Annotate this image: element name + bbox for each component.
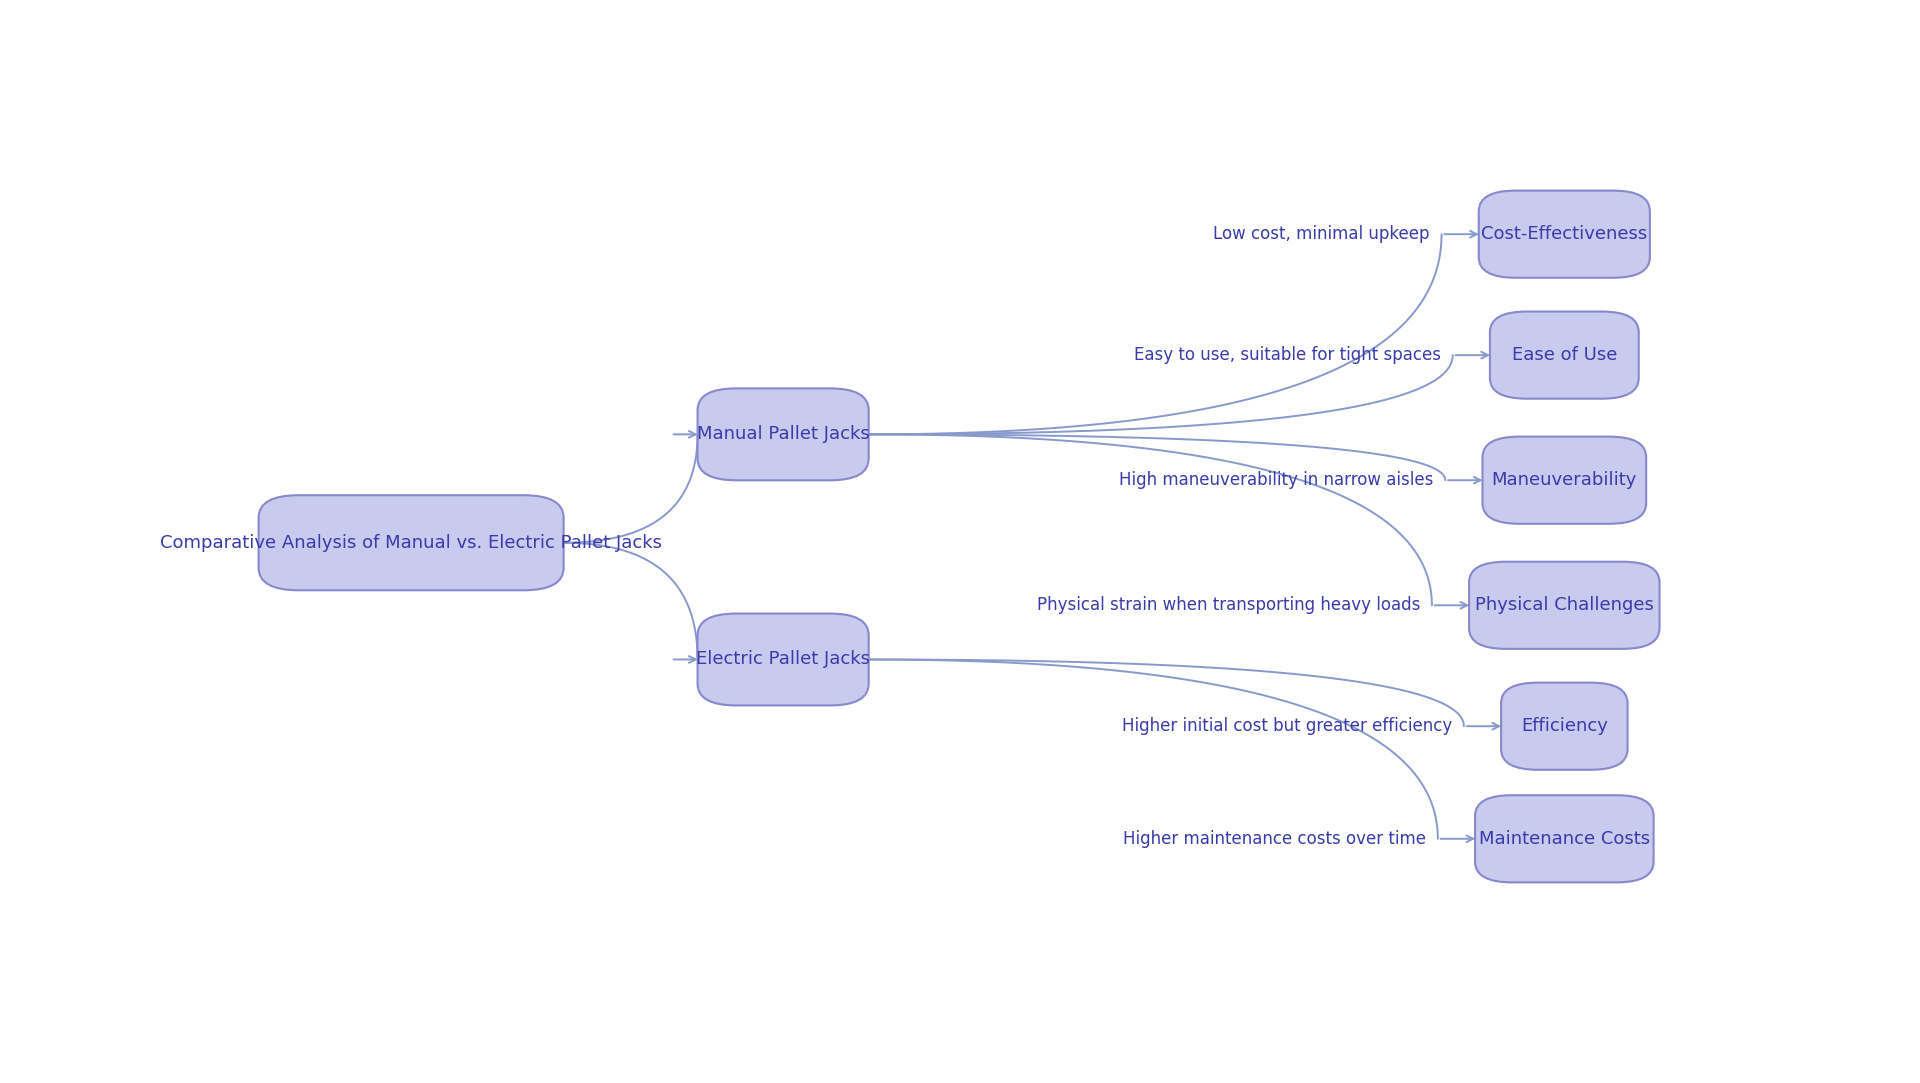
- Text: Physical Challenges: Physical Challenges: [1475, 597, 1653, 614]
- FancyBboxPatch shape: [1501, 682, 1628, 770]
- Text: Comparative Analysis of Manual vs. Electric Pallet Jacks: Comparative Analysis of Manual vs. Elect…: [159, 534, 662, 551]
- FancyBboxPatch shape: [1475, 795, 1653, 883]
- FancyBboxPatch shape: [697, 389, 868, 480]
- Text: Higher maintenance costs over time: Higher maintenance costs over time: [1123, 830, 1427, 848]
- Text: Ease of Use: Ease of Use: [1511, 347, 1617, 364]
- FancyBboxPatch shape: [697, 614, 868, 705]
- Text: High maneuverability in narrow aisles: High maneuverability in narrow aisles: [1119, 471, 1434, 490]
- Text: Maneuverability: Maneuverability: [1492, 471, 1638, 490]
- Text: Efficiency: Efficiency: [1521, 717, 1607, 735]
- FancyBboxPatch shape: [1469, 562, 1659, 649]
- Text: Maintenance Costs: Maintenance Costs: [1478, 830, 1649, 848]
- Text: Electric Pallet Jacks: Electric Pallet Jacks: [697, 651, 870, 668]
- Text: Easy to use, suitable for tight spaces: Easy to use, suitable for tight spaces: [1135, 347, 1440, 364]
- FancyBboxPatch shape: [259, 495, 564, 590]
- Text: Physical strain when transporting heavy loads: Physical strain when transporting heavy …: [1037, 597, 1421, 614]
- Text: Cost-Effectiveness: Cost-Effectiveness: [1480, 225, 1647, 244]
- FancyBboxPatch shape: [1490, 312, 1640, 399]
- FancyBboxPatch shape: [1482, 436, 1645, 524]
- Text: Manual Pallet Jacks: Manual Pallet Jacks: [697, 426, 870, 443]
- FancyBboxPatch shape: [1478, 191, 1649, 277]
- Text: Higher initial cost but greater efficiency: Higher initial cost but greater efficien…: [1121, 717, 1452, 735]
- Text: Low cost, minimal upkeep: Low cost, minimal upkeep: [1213, 225, 1430, 244]
